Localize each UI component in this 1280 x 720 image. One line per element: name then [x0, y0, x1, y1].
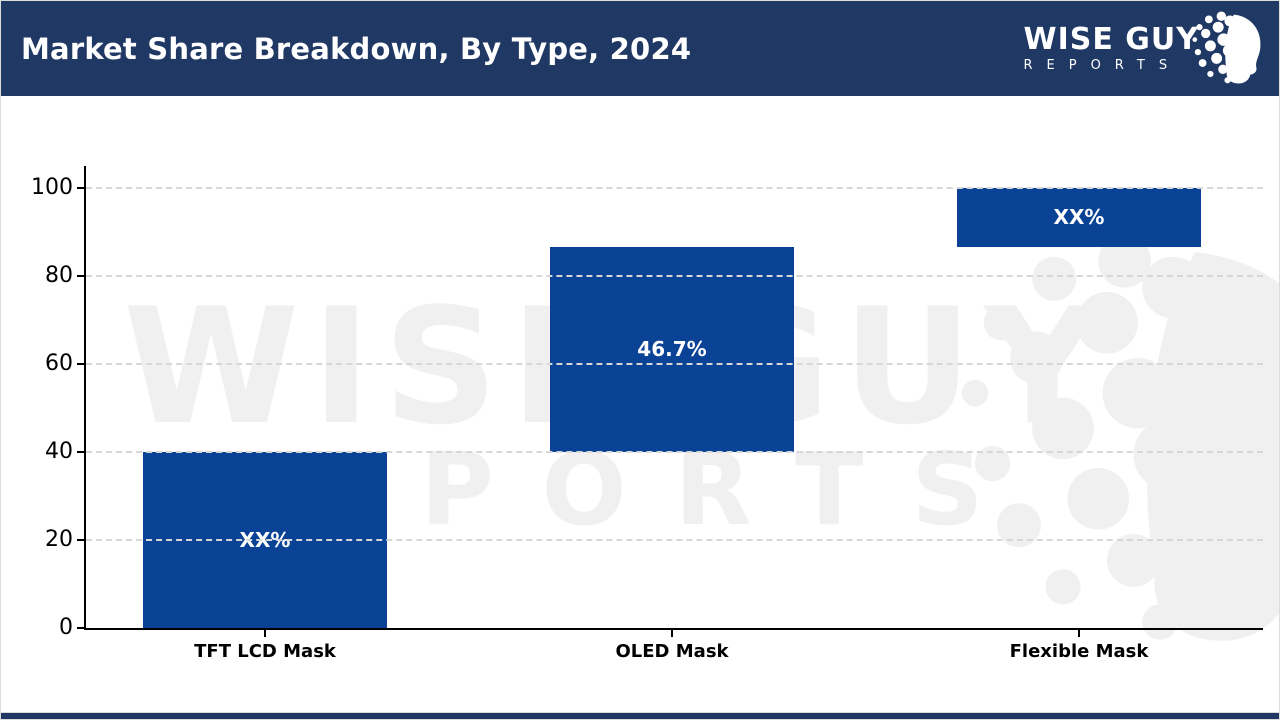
y-tick-label-20: 20 [45, 527, 73, 552]
x-axis-label-tft-lcd-mask: TFT LCD Mask [194, 641, 336, 662]
gridline-40 [86, 451, 1263, 453]
y-axis-line [84, 166, 86, 630]
bar-value-label-flexible-mask: XX% [1053, 205, 1105, 230]
x-axis-line [84, 628, 1263, 630]
brand-face-icon [1187, 10, 1265, 88]
y-tick-label-100: 100 [31, 175, 73, 200]
bar-value-label-oled-mask: 46.7% [637, 337, 707, 362]
y-tick-mark-80 [77, 275, 85, 277]
gridline-20 [86, 539, 1263, 541]
page-title: Market Share Breakdown, By Type, 2024 [21, 31, 692, 66]
y-tick-mark-40 [77, 451, 85, 453]
logo-brand-name: WISE GUY [1023, 22, 1199, 57]
logo-text: WISE GUY REPORTS [1023, 22, 1199, 73]
y-tick-label-80: 80 [45, 263, 73, 288]
y-tick-label-0: 0 [59, 615, 73, 640]
watermark-face-icon [851, 226, 1280, 666]
y-tick-label-60: 60 [45, 351, 73, 376]
x-tick-mark-flexible-mask [1078, 630, 1080, 637]
y-tick-mark-0 [77, 627, 85, 629]
gridline-60 [86, 363, 1263, 365]
bar-oled-mask: 46.7% [550, 246, 794, 452]
y-tick-mark-20 [77, 539, 85, 541]
header-bar: Market Share Breakdown, By Type, 2024 WI… [1, 1, 1279, 96]
y-tick-mark-100 [77, 187, 85, 189]
footer-bar [1, 712, 1279, 719]
x-axis-label-flexible-mask: Flexible Mask [1009, 641, 1149, 662]
wise-guy-logo: WISE GUY REPORTS [1023, 10, 1265, 88]
x-tick-mark-tft-lcd-mask [264, 630, 266, 637]
logo-brand-subtitle: REPORTS [1023, 58, 1182, 73]
gridline-80 [86, 275, 1263, 277]
x-tick-mark-oled-mask [671, 630, 673, 637]
y-tick-mark-60 [77, 363, 85, 365]
gridline-100 [86, 187, 1263, 189]
y-tick-label-40: 40 [45, 439, 73, 464]
x-axis-label-oled-mask: OLED Mask [615, 641, 729, 662]
bar-flexible-mask: XX% [957, 188, 1201, 247]
